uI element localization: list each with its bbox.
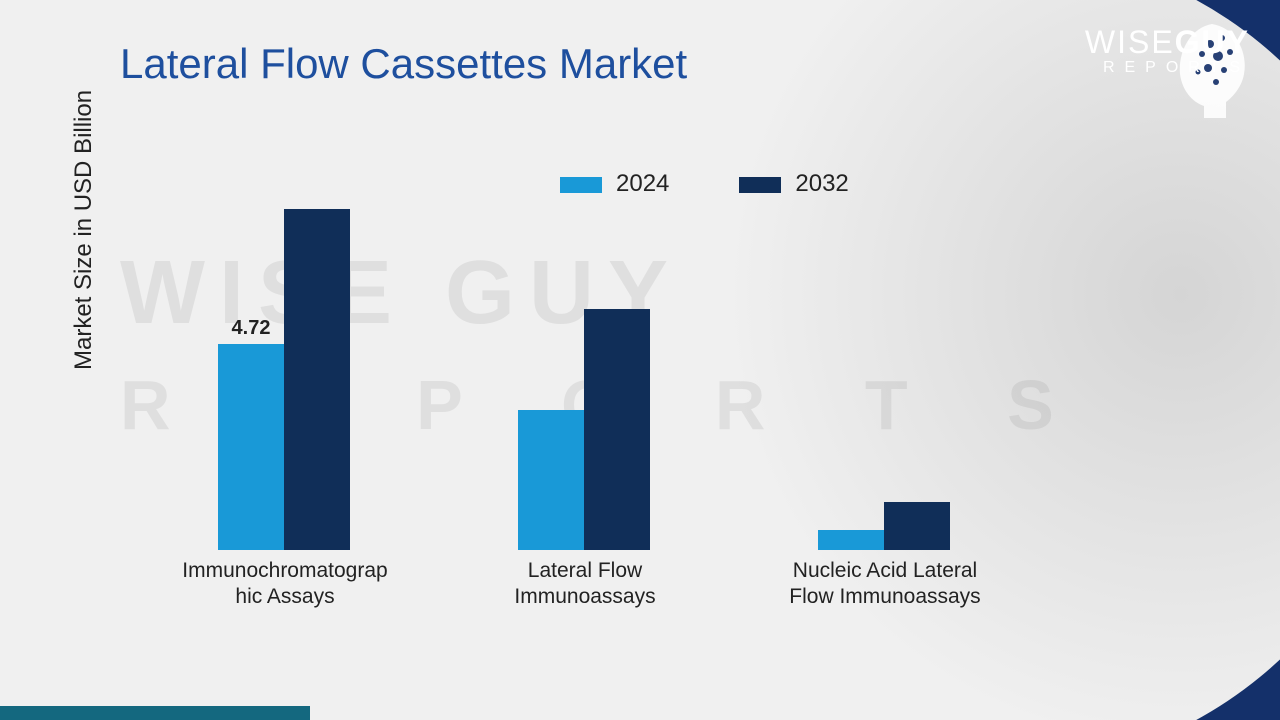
- legend-swatch-2032: [739, 177, 781, 193]
- legend: 2024 2032: [560, 170, 849, 198]
- bar-value-label: 4.72: [218, 317, 284, 340]
- bar: [518, 410, 584, 550]
- legend-item-2024: 2024: [560, 170, 669, 198]
- logo-word-2: GUY: [1175, 24, 1250, 60]
- category-label: Immunochromatographic Assays: [180, 558, 390, 611]
- y-axis-label: Market Size in USD Billion: [70, 90, 98, 370]
- bar: [584, 309, 650, 550]
- legend-swatch-2024: [560, 177, 602, 193]
- brand-logo-text: WISEGUY REPORTS: [1085, 24, 1250, 77]
- bar: [818, 530, 884, 550]
- category-label: Lateral Flow Immunoassays: [480, 558, 690, 611]
- chart-title: Lateral Flow Cassettes Market: [120, 40, 687, 88]
- bar: [284, 209, 350, 550]
- bar: [884, 502, 950, 550]
- page-root: WISEGUY REPORTS Lateral Flow Cassettes M…: [0, 0, 1280, 720]
- legend-label-2032: 2032: [795, 170, 848, 197]
- legend-label-2024: 2024: [616, 170, 669, 197]
- bar: [218, 344, 284, 551]
- logo-word-3: REPORTS: [1085, 59, 1250, 77]
- bar-chart: Immunochromatographic AssaysLateral Flow…: [110, 200, 980, 550]
- footer-accent-bar: [0, 706, 310, 720]
- category-label: Nucleic Acid Lateral Flow Immunoassays: [780, 558, 990, 611]
- legend-item-2032: 2032: [739, 170, 848, 198]
- logo-word-1: WISE: [1085, 24, 1175, 60]
